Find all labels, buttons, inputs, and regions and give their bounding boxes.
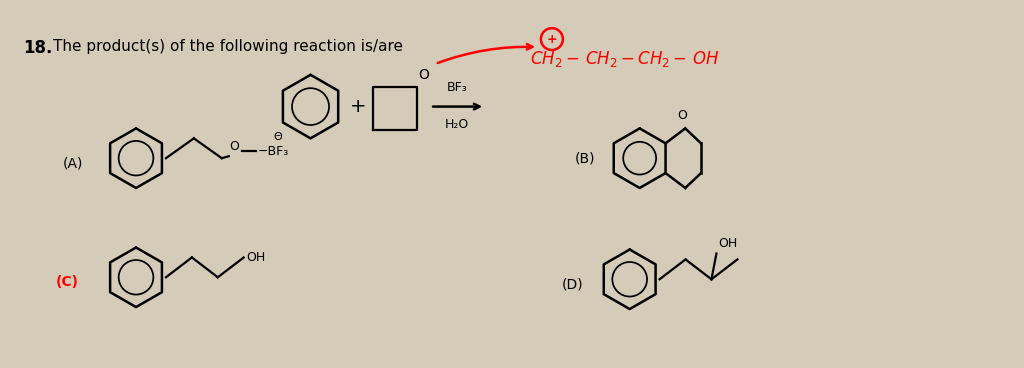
Text: H₂O: H₂O <box>445 118 469 131</box>
Text: +: + <box>350 97 367 116</box>
Text: (B): (B) <box>574 151 595 165</box>
Text: (C): (C) <box>56 275 79 289</box>
Text: (A): (A) <box>63 156 84 170</box>
Text: The product(s) of the following reaction is/are: The product(s) of the following reaction… <box>53 39 403 54</box>
Text: OH: OH <box>247 251 266 264</box>
Text: −BF₃: −BF₃ <box>258 145 289 158</box>
Text: Θ: Θ <box>273 132 282 142</box>
Text: +: + <box>547 33 557 46</box>
Text: 18.: 18. <box>24 39 52 57</box>
Text: OH: OH <box>719 237 737 251</box>
Text: $CH_2-\,CH_2-CH_2-\,OH$: $CH_2-\,CH_2-CH_2-\,OH$ <box>530 49 720 69</box>
Text: O: O <box>677 109 687 123</box>
Text: BF₃: BF₃ <box>446 81 468 94</box>
Text: O: O <box>418 68 429 82</box>
Text: (D): (D) <box>562 277 584 291</box>
Text: O: O <box>228 140 239 153</box>
